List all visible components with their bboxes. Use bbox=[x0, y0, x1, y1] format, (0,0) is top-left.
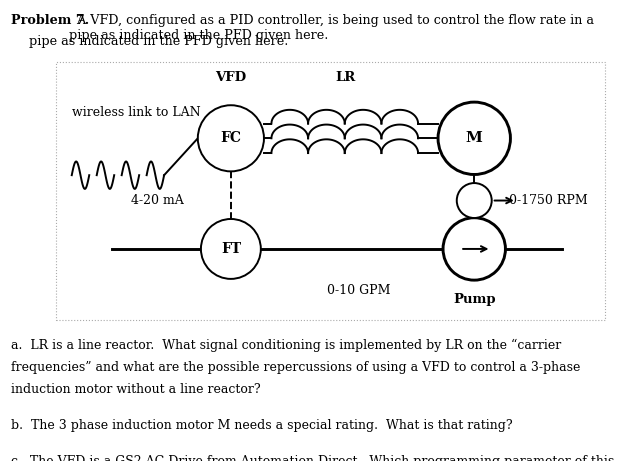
Text: Problem 7.: Problem 7. bbox=[11, 14, 89, 27]
Text: A VFD, configured as a PID controller, is being used to control the flow rate in: A VFD, configured as a PID controller, i… bbox=[69, 14, 594, 42]
Text: c.  The VFD is a GS2 AC Drive from Automation Direct.  Which programming paramet: c. The VFD is a GS2 AC Drive from Automa… bbox=[11, 455, 615, 461]
Text: FT: FT bbox=[221, 242, 241, 256]
Text: frequencies” and what are the possible repercussions of using a VFD to control a: frequencies” and what are the possible r… bbox=[11, 361, 580, 374]
Text: LR: LR bbox=[335, 71, 355, 84]
Text: a.  LR is a line reactor.  What signal conditioning is implemented by LR on the : a. LR is a line reactor. What signal con… bbox=[11, 339, 562, 352]
Text: M: M bbox=[466, 131, 483, 145]
Text: wireless link to LAN: wireless link to LAN bbox=[72, 106, 200, 119]
Text: b.  The 3 phase induction motor M needs a special rating.  What is that rating?: b. The 3 phase induction motor M needs a… bbox=[11, 419, 513, 432]
Text: Pump: Pump bbox=[453, 293, 495, 306]
Text: FC: FC bbox=[220, 131, 241, 145]
Text: 0-10 GPM: 0-10 GPM bbox=[327, 284, 391, 296]
Text: pipe as indicated in the PFD given here.: pipe as indicated in the PFD given here. bbox=[29, 35, 288, 47]
Ellipse shape bbox=[201, 219, 261, 279]
Text: induction motor without a line reactor?: induction motor without a line reactor? bbox=[11, 383, 261, 396]
Ellipse shape bbox=[457, 183, 492, 218]
Text: 0-1750 RPM: 0-1750 RPM bbox=[509, 194, 587, 207]
Ellipse shape bbox=[443, 218, 505, 280]
Ellipse shape bbox=[438, 102, 510, 175]
Text: VFD: VFD bbox=[215, 71, 246, 84]
Text: 4-20 mA: 4-20 mA bbox=[131, 194, 184, 207]
Ellipse shape bbox=[198, 105, 264, 171]
